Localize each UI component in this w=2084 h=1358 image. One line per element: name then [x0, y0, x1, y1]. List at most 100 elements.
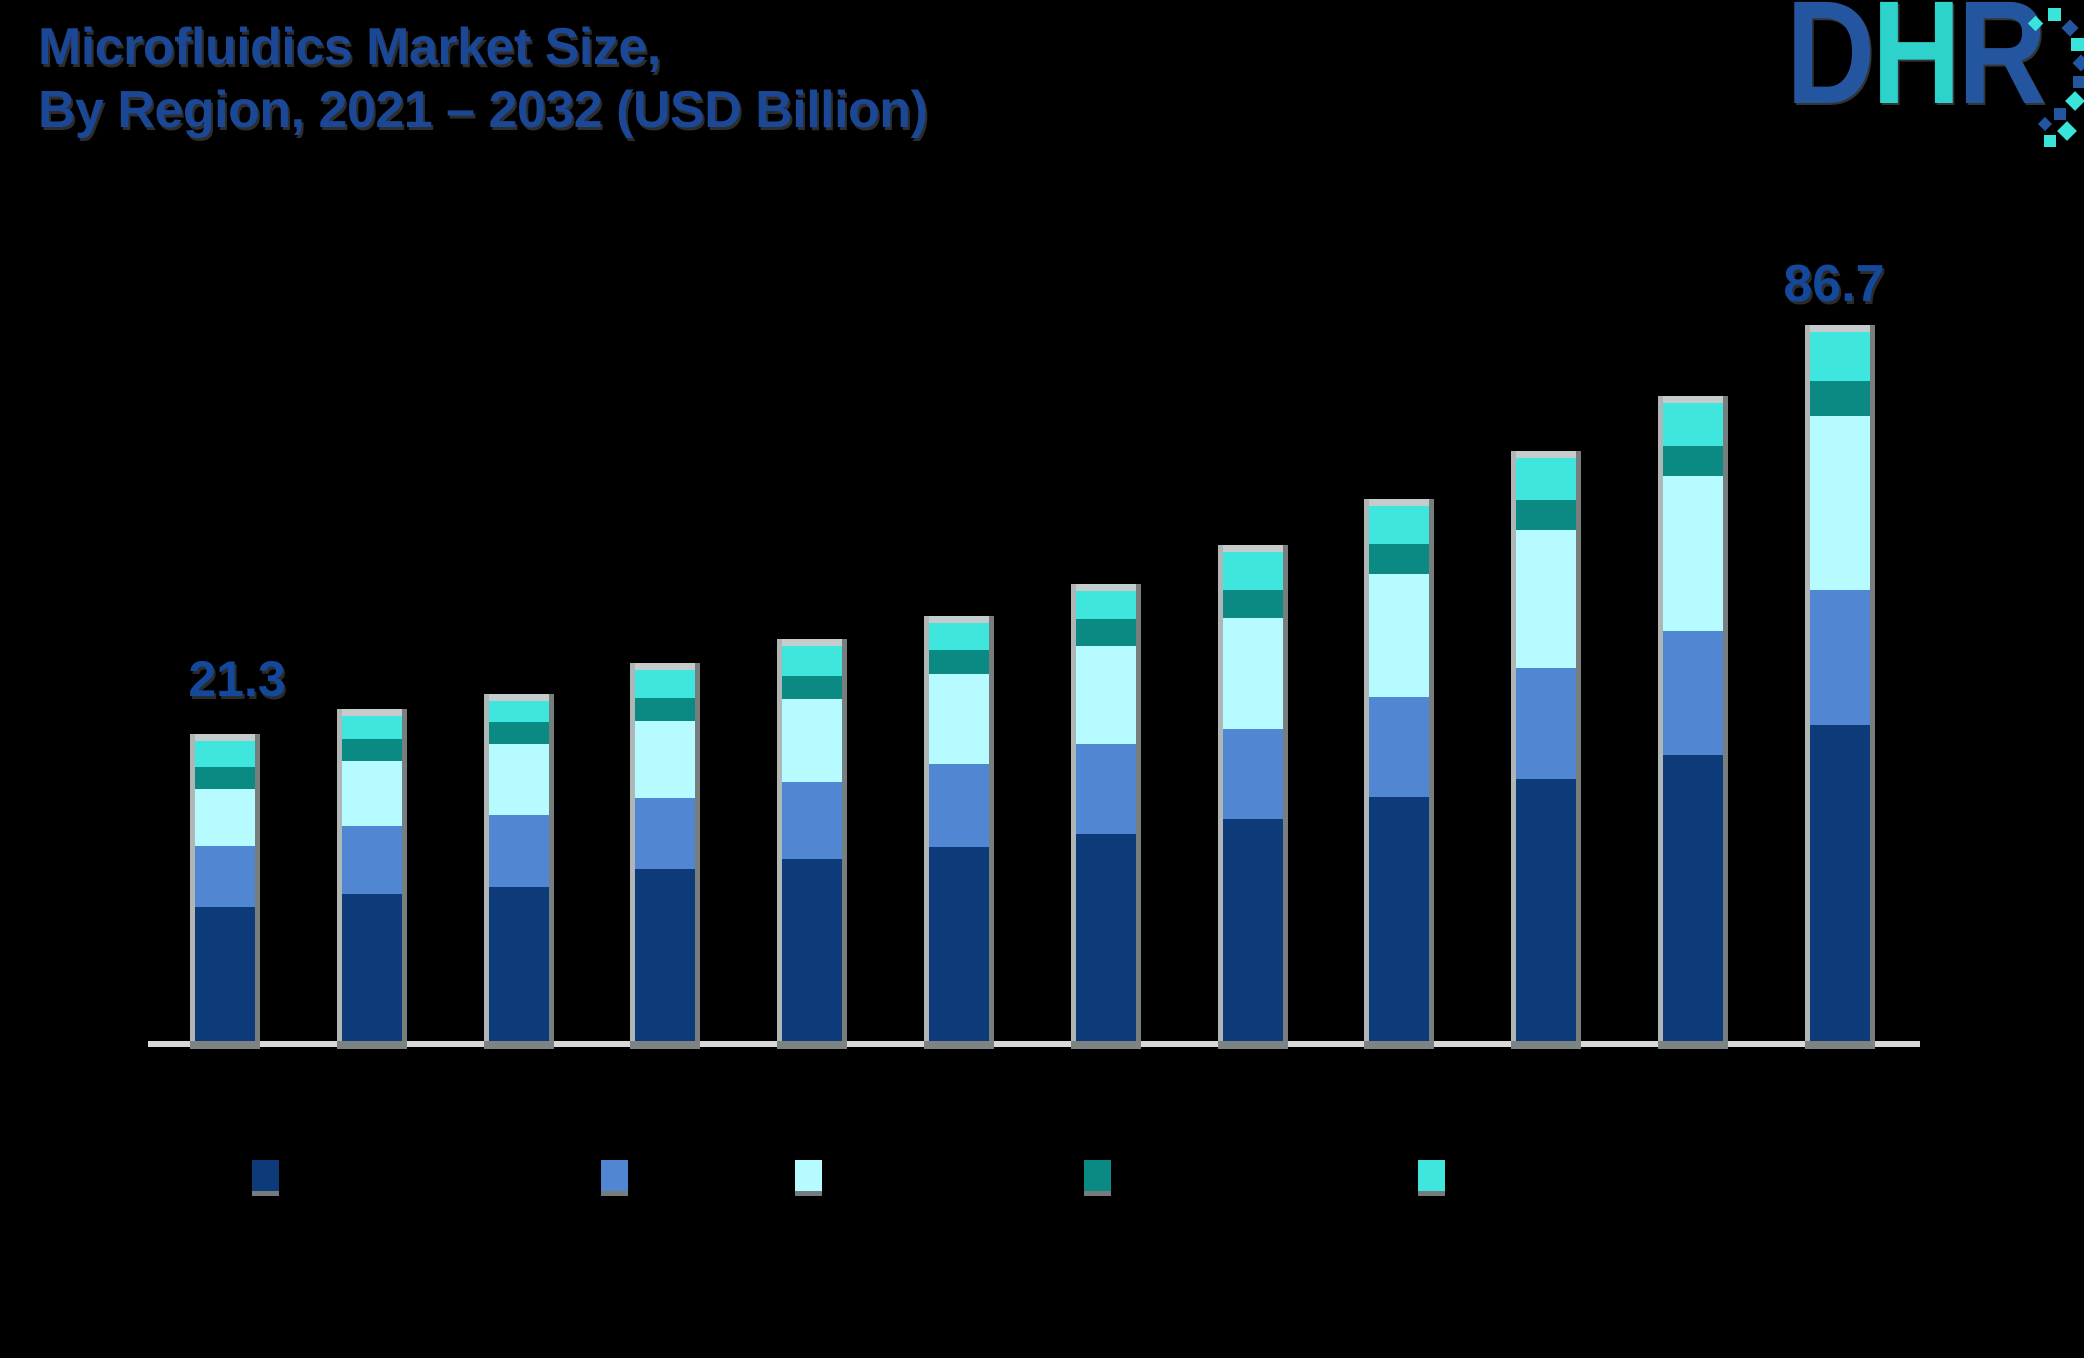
legend-swatch-navy	[252, 1160, 279, 1191]
segment-medium-blue-2028	[1223, 729, 1283, 819]
segment-medium-blue-2021	[195, 846, 255, 907]
bar-2029	[1364, 499, 1434, 1041]
logo-dot-11	[2044, 135, 2056, 147]
segment-pale-cyan-2025	[782, 699, 842, 782]
bar-2028	[1218, 545, 1288, 1041]
segment-medium-blue-2027	[1076, 744, 1136, 834]
segment-medium-blue-2024	[635, 798, 695, 869]
bar-2025	[777, 639, 847, 1041]
segment-navy-2028	[1223, 819, 1283, 1041]
x-axis-line	[148, 1041, 1920, 1047]
segment-turquoise-2025	[782, 646, 842, 676]
segment-teal-2027	[1076, 619, 1136, 646]
segment-pale-cyan-2028	[1223, 618, 1283, 729]
segment-teal-2025	[782, 676, 842, 699]
segment-medium-blue-2032	[1810, 590, 1870, 725]
segment-turquoise-2028	[1223, 552, 1283, 590]
segment-navy-2027	[1076, 834, 1136, 1041]
legend-swatch-turquoise	[1418, 1160, 1445, 1191]
segment-pale-cyan-2026	[929, 674, 989, 764]
segment-turquoise-2021	[195, 741, 255, 767]
axis-shadow-2028	[1218, 1041, 1288, 1049]
chart-title: Microfluidics Market Size, By Region, 20…	[38, 16, 928, 142]
segment-pale-cyan-2032	[1810, 416, 1870, 590]
bar-2027	[1071, 584, 1141, 1041]
logo-dot-8	[2054, 108, 2066, 120]
logo-dot-4	[2071, 38, 2084, 51]
bar-2021	[190, 734, 260, 1041]
bar-2031	[1658, 396, 1728, 1041]
logo-letter-h: H	[1871, 0, 1961, 135]
legend-swatch-medium-blue	[601, 1160, 628, 1191]
segment-medium-blue-2030	[1516, 668, 1576, 779]
value-label-last-bar: 86.7	[1783, 255, 1885, 313]
bar-2030	[1511, 451, 1581, 1041]
axis-shadow-2026	[924, 1041, 994, 1049]
segment-medium-blue-2023	[489, 815, 549, 887]
segment-navy-2024	[635, 869, 695, 1041]
segment-pale-cyan-2030	[1516, 530, 1576, 668]
bar-top-cap	[195, 734, 255, 741]
bar-top-cap	[635, 663, 695, 670]
segment-teal-2022	[342, 739, 402, 761]
axis-shadow-2025	[777, 1041, 847, 1049]
segment-navy-2032	[1810, 725, 1870, 1041]
segment-teal-2024	[635, 698, 695, 721]
bar-top-cap	[1516, 451, 1576, 458]
logo-letter-d: D	[1786, 0, 1875, 135]
segment-teal-2029	[1369, 544, 1429, 574]
segment-navy-2023	[489, 887, 549, 1041]
bar-2022	[337, 709, 407, 1041]
segment-medium-blue-2025	[782, 782, 842, 859]
bar-top-cap	[1223, 545, 1283, 552]
segment-pale-cyan-2021	[195, 789, 255, 846]
segment-pale-cyan-2029	[1369, 574, 1429, 697]
brand-logo-text: DHR	[1786, 0, 2047, 128]
segment-teal-2032	[1810, 381, 1870, 416]
bar-top-cap	[782, 639, 842, 646]
logo-dot-2	[2048, 8, 2061, 21]
axis-shadow-2031	[1658, 1041, 1728, 1049]
segment-pale-cyan-2022	[342, 761, 402, 826]
value-label-first-bar: 21.3	[188, 651, 286, 707]
axis-shadow-2022	[337, 1041, 407, 1049]
segment-pale-cyan-2027	[1076, 646, 1136, 744]
bar-2032	[1805, 325, 1875, 1041]
segment-navy-2031	[1663, 755, 1723, 1041]
bar-top-cap	[1810, 325, 1870, 332]
segment-pale-cyan-2023	[489, 744, 549, 815]
segment-teal-2026	[929, 650, 989, 674]
segment-teal-2031	[1663, 446, 1723, 476]
axis-shadow-2023	[484, 1041, 554, 1049]
segment-medium-blue-2031	[1663, 631, 1723, 755]
logo-dot-6	[2073, 76, 2084, 88]
segment-teal-2030	[1516, 500, 1576, 530]
bar-2023	[484, 694, 554, 1041]
bar-top-cap	[929, 616, 989, 623]
segment-turquoise-2031	[1663, 403, 1723, 446]
axis-shadow-2021	[190, 1041, 260, 1049]
bar-top-cap	[1076, 584, 1136, 591]
segment-turquoise-2030	[1516, 458, 1576, 500]
bar-top-cap	[1663, 396, 1723, 403]
segment-pale-cyan-2031	[1663, 476, 1723, 631]
segment-navy-2022	[342, 894, 402, 1041]
chart-title-line-2: By Region, 2021 – 2032 (USD Billion)	[38, 81, 928, 139]
bar-top-cap	[1369, 499, 1429, 506]
bar-top-cap	[342, 709, 402, 716]
segment-turquoise-2022	[342, 716, 402, 739]
brand-logo: DHR	[1786, 0, 2084, 156]
segment-turquoise-2029	[1369, 506, 1429, 544]
axis-shadow-2024	[630, 1041, 700, 1049]
axis-shadow-2029	[1364, 1041, 1434, 1049]
legend-swatch-teal	[1084, 1160, 1111, 1191]
segment-teal-2021	[195, 767, 255, 789]
bar-2024	[630, 663, 700, 1041]
chart-title-line-1: Microfluidics Market Size,	[38, 18, 661, 76]
segment-medium-blue-2026	[929, 764, 989, 847]
segment-turquoise-2032	[1810, 332, 1870, 381]
axis-shadow-2030	[1511, 1041, 1581, 1049]
